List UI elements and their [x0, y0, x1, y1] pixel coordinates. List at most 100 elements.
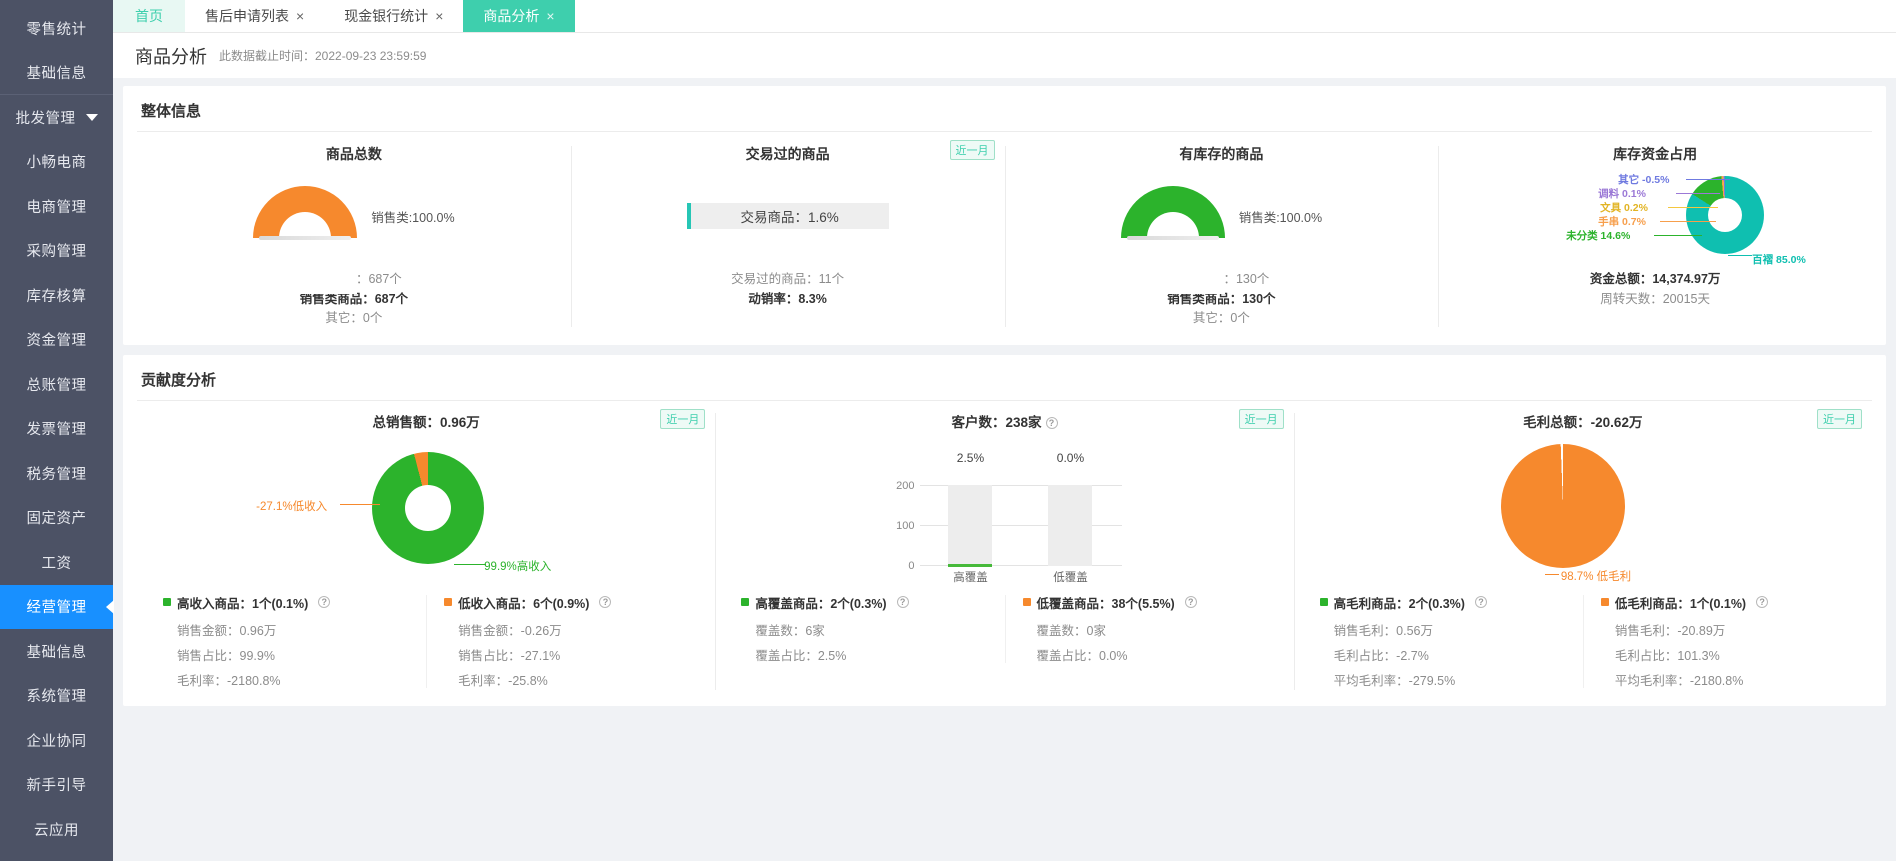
contribution-card-title: 总销售额：0.96万 [145, 411, 707, 431]
sidebar-item-label: 发票管理 [26, 422, 87, 439]
legend-lines: 销售毛利：0.56万 毛利占比：-2.7% 平均毛利率：-279.5% [1334, 619, 1579, 694]
sidebar-item-label: 经营管理 [26, 600, 87, 617]
tab-3[interactable]: 商品分析 × [463, 0, 575, 32]
sidebar-item-2[interactable]: 批发管理 [0, 95, 113, 140]
sidebar-item-label: 零售统计 [26, 21, 87, 38]
legend-block-1: 低毛利商品：1个(0.1%) ? 销售毛利：-20.89万 毛利占比：101.3%… [1582, 591, 1864, 694]
sidebar-item-11[interactable]: 固定资产 [0, 496, 113, 541]
sidebar-item-15[interactable]: 系统管理 [0, 674, 113, 719]
pie-slice [1500, 443, 1625, 568]
inventory-donut-chart: 其它 -0.5% 调料 0.1% 文具 0.2% 手串 0.7% 未分类 14.… [1444, 170, 1866, 266]
tab-2[interactable]: 现金银行统计 × [324, 0, 463, 32]
sidebar-item-12[interactable]: 工资 [0, 540, 113, 585]
sidebar-item-label: 采购管理 [26, 244, 87, 261]
legend-block-0: 高毛利商品：2个(0.3%) ? 销售毛利：0.56万 毛利占比：-2.7% 平均毛… [1302, 591, 1583, 694]
sidebar: 零售统计 基础信息 批发管理 小畅电商 电商管理 采购管理 库存核算 资金管理 总账管理 发票管理… [0, 0, 114, 861]
progress-bar-chart: 交易商品：1.6% [577, 170, 999, 262]
donut-ring [1686, 176, 1765, 254]
sidebar-item-9[interactable]: 发票管理 [0, 407, 113, 452]
help-icon[interactable]: ? [318, 596, 331, 608]
legend-color-dot [1022, 598, 1031, 606]
contribution-title: 贡献度分析 [137, 355, 1872, 401]
tab-label: 商品分析 [483, 8, 540, 24]
stat-line: 销售类商品：130个 [1167, 291, 1276, 306]
help-icon[interactable]: ? [1045, 416, 1058, 429]
legend-block-0: 高收入商品：1个(0.1%) ? 销售金额：0.96万 销售占比：99.9% 毛利率… [145, 591, 426, 694]
sidebar-item-7[interactable]: 资金管理 [0, 318, 113, 363]
legend-lines: 销售毛利：-20.89万 毛利占比：101.3% 平均毛利率：-2180.8% [1615, 619, 1860, 694]
help-icon[interactable]: ? [1474, 596, 1487, 608]
sidebar-item-18[interactable]: 云应用 [0, 807, 113, 852]
overall-card-stats: 资金总额：14,374.97万 周转天数：20015天 [1444, 270, 1866, 309]
sidebar-item-6[interactable]: 库存核算 [0, 273, 113, 318]
legend-title: 高覆盖商品：2个(0.3%) ? [741, 593, 1000, 612]
content-scroll: 整体信息 商品总数 销售类:100.0% 商品总数：687个销售类商品：687个… [113, 78, 1896, 861]
main-area: 首页 售后申请列表 × 现金银行统计 × 商品分析 × 商品分析 此数据截止时间：2022-… [113, 0, 1896, 861]
legend-line: 覆盖数：0家 [1036, 623, 1106, 638]
legend-title-text: 高覆盖商品：2个(0.3%) [755, 596, 887, 611]
overall-info-title: 整体信息 [137, 86, 1872, 132]
margin-pie-chart: 98.7% 低毛利 [1302, 431, 1864, 591]
help-icon[interactable]: ? [1184, 596, 1197, 608]
legend-color-dot [741, 598, 750, 606]
legend-line: 毛利率：-2180.8% [177, 673, 281, 688]
legend-line: 毛利率：-25.8% [458, 673, 548, 688]
legend-color-dot [1319, 598, 1328, 606]
active-pointer-icon [106, 599, 114, 614]
legend-line: 毛利占比：101.3% [1614, 648, 1720, 663]
sidebar-item-label: 基础信息 [26, 644, 87, 661]
close-icon[interactable]: × [546, 8, 555, 24]
sidebar-item-0[interactable]: 零售统计 [0, 6, 113, 51]
chevron-down-icon [85, 113, 98, 121]
period-badge: 近一月 [660, 408, 706, 429]
legend-line: 毛利占比：-2.7% [1333, 648, 1429, 663]
sidebar-item-17[interactable]: 新手引导 [0, 763, 113, 808]
contribution-card-2: 毛利总额：-20.62万 近一月 98.7% 低毛利 高毛利商品：2个(0.3%)… [1293, 401, 1872, 698]
overall-card-3: 库存资金占用 其它 -0.5% 调料 0.1% 文具 0.2% 手串 0.7% … [1438, 132, 1872, 337]
sidebar-item-8[interactable]: 总账管理 [0, 362, 113, 407]
legend-line: 销售毛利：0.56万 [1333, 623, 1433, 638]
sidebar-item-14[interactable]: 基础信息 [0, 629, 113, 674]
tab-label: 售后申请列表 [205, 8, 289, 24]
sidebar-item-1[interactable]: 基础信息 [0, 51, 113, 96]
legend-title-text: 高毛利商品：2个(0.3%) [1333, 596, 1465, 611]
legend-lines: 覆盖数：0家 覆盖占比：0.0% [1037, 619, 1282, 669]
gauge-arc [253, 186, 358, 294]
sidebar-item-label: 基础信息 [26, 66, 87, 83]
legend-lines: 销售金额：-0.26万 销售占比：-27.1% 毛利率：-25.8% [458, 619, 703, 694]
sidebar-item-label: 系统管理 [26, 689, 87, 706]
sidebar-item-label: 新手引导 [26, 778, 87, 795]
legend-color-dot [444, 598, 453, 606]
bar-value-0: 2.5% [956, 450, 985, 465]
sidebar-item-3[interactable]: 小畅电商 [0, 140, 113, 185]
sidebar-item-16[interactable]: 企业协同 [0, 718, 113, 763]
page-title: 商品分析 [135, 46, 207, 67]
period-badge: 近一月 [1816, 408, 1862, 429]
overall-card-title: 交易过的商品 [745, 146, 830, 162]
help-icon[interactable]: ? [599, 596, 612, 608]
sidebar-item-10[interactable]: 税务管理 [0, 451, 113, 496]
sidebar-item-4[interactable]: 电商管理 [0, 184, 113, 229]
sidebar-item-label: 资金管理 [26, 333, 87, 350]
contribution-card-1: 客户数：238家? 近一月 0 100 200 2.5% 0.0% 高覆盖 低覆盖 [715, 401, 1293, 698]
sidebar-item-5[interactable]: 采购管理 [0, 229, 113, 274]
sidebar-item-label: 企业协同 [26, 733, 87, 750]
tab-1[interactable]: 售后申请列表 × [185, 0, 324, 32]
x-tick-0: 高覆盖 [953, 571, 988, 584]
contribution-card-title: 毛利总额：-20.62万 [1302, 411, 1864, 431]
tab-label: 现金银行统计 [344, 8, 429, 24]
stat-line: 其它：0个 [1192, 311, 1250, 325]
legend-title: 低覆盖商品：38个(5.5%) ? [1022, 593, 1282, 612]
annotation-low-income: -27.1%低收入 [256, 500, 328, 513]
sidebar-item-13[interactable]: 经营管理 [0, 584, 114, 629]
legend-line: 平均毛利率：-2180.8% [1614, 673, 1744, 688]
coverage-bar-chart: 0 100 200 2.5% 0.0% 高覆盖 低覆盖 [723, 431, 1285, 591]
help-icon[interactable]: ? [896, 596, 909, 608]
help-icon[interactable]: ? [1756, 596, 1769, 608]
legend-title-text: 高收入商品：1个(0.1%) [177, 596, 309, 611]
tab-0[interactable]: 首页 [113, 0, 185, 32]
legend-row: 高收入商品：1个(0.1%) ? 销售金额：0.96万 销售占比：99.9% 毛利率… [145, 591, 707, 694]
close-icon[interactable]: × [296, 8, 305, 24]
legend-title: 高毛利商品：2个(0.3%) ? [1319, 593, 1579, 612]
close-icon[interactable]: × [435, 8, 444, 24]
